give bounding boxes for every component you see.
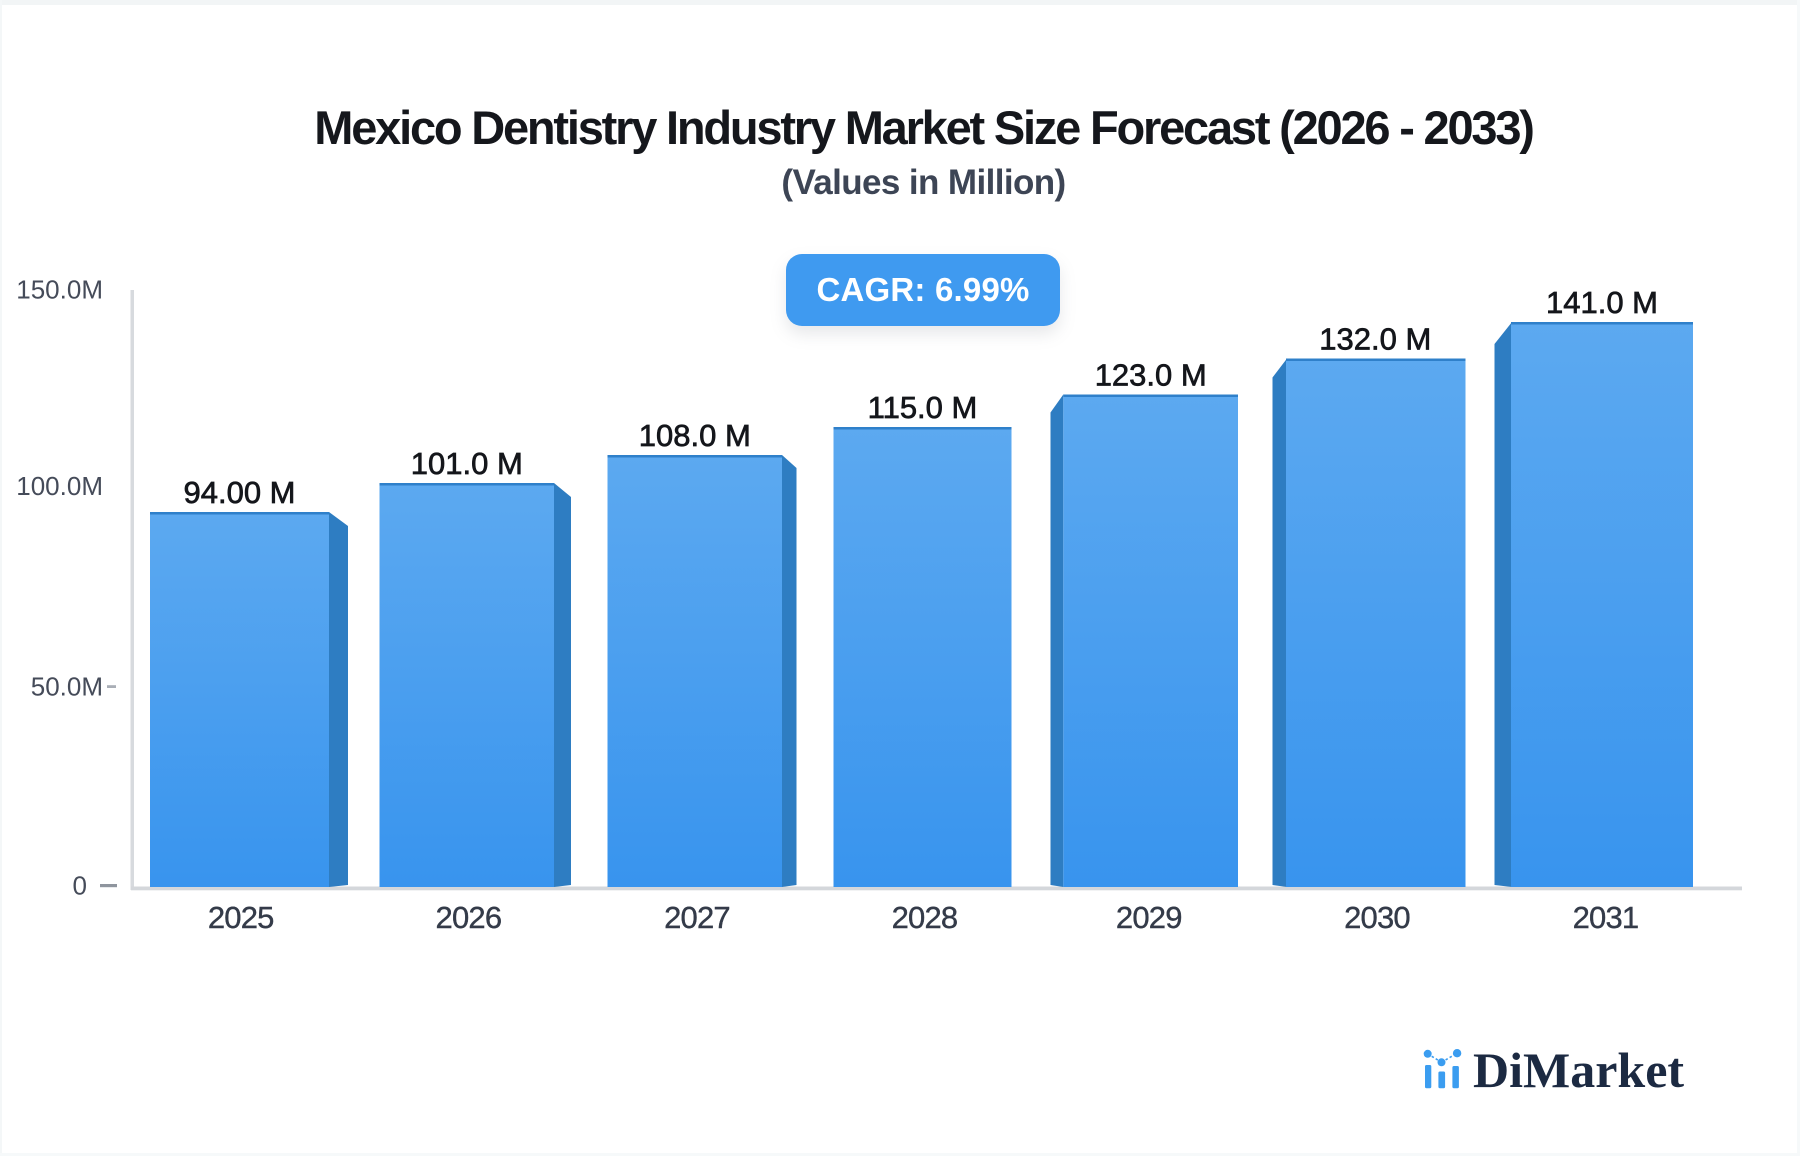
- svg-text:123.0 M: 123.0 M: [1095, 358, 1207, 393]
- svg-text:2029: 2029: [1116, 900, 1182, 935]
- svg-text:115.0 M: 115.0 M: [868, 390, 978, 425]
- svg-text:132.0 M: 132.0 M: [1319, 322, 1431, 357]
- svg-text:141.0 M: 141.0 M: [1546, 285, 1658, 320]
- svg-text:108.0 M: 108.0 M: [639, 418, 751, 453]
- svg-text:DiMarket: DiMarket: [1473, 1042, 1684, 1098]
- svg-text:50.0M: 50.0M: [31, 672, 103, 702]
- svg-text:2026: 2026: [436, 900, 502, 935]
- svg-text:2025: 2025: [208, 900, 274, 935]
- svg-text:100.0M: 100.0M: [16, 471, 103, 501]
- svg-text:2030: 2030: [1344, 900, 1410, 935]
- svg-text:2028: 2028: [892, 900, 958, 935]
- svg-text:150.0M: 150.0M: [16, 275, 103, 305]
- svg-text:94.00 M: 94.00 M: [183, 475, 295, 510]
- svg-text:2031: 2031: [1573, 900, 1639, 935]
- svg-text:101.0 M: 101.0 M: [411, 446, 523, 481]
- svg-text:2027: 2027: [664, 900, 730, 935]
- svg-text:0: 0: [73, 871, 87, 901]
